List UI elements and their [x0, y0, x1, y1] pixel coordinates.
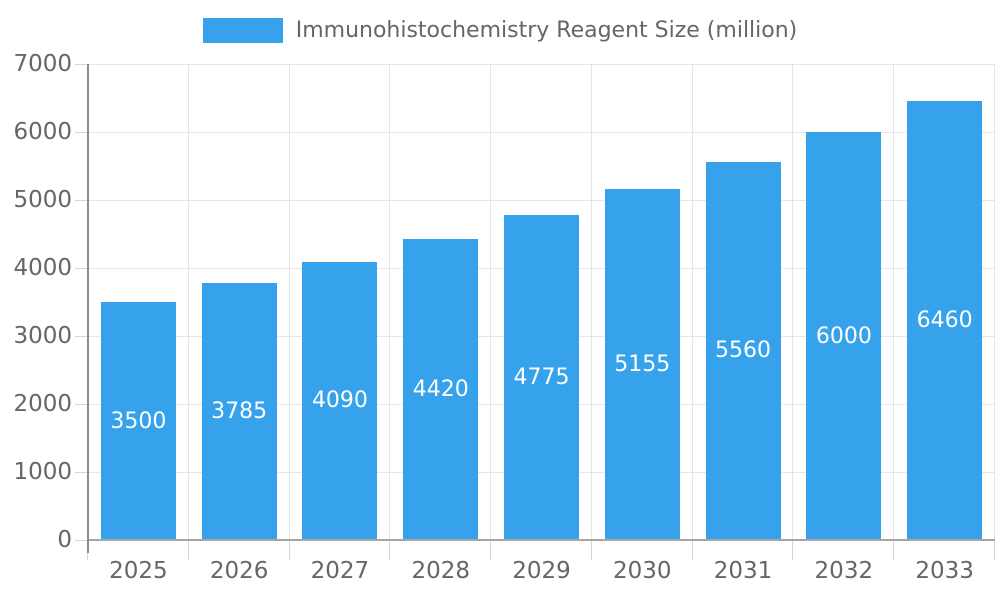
bar-value-label: 5155 [614, 352, 671, 378]
y-axis-tick [75, 540, 88, 541]
v-gridline [691, 64, 693, 540]
y-axis-tick [75, 200, 88, 201]
y-axis-tick [75, 472, 88, 473]
bar-2029[interactable]: 4775 [504, 215, 579, 540]
bar-value-label: 4775 [513, 365, 570, 391]
x-axis-label: 2028 [411, 558, 470, 584]
x-axis-label: 2027 [310, 558, 370, 584]
v-gridline [590, 64, 592, 540]
v-gridline [792, 64, 794, 540]
y-axis-tick [75, 64, 88, 65]
y-axis-label: 4000 [13, 255, 72, 281]
bar-2030[interactable]: 5155 [604, 189, 680, 540]
y-axis-label: 7000 [13, 51, 72, 77]
x-axis-label: 2025 [109, 558, 168, 584]
h-gridline [88, 200, 995, 201]
v-gridline [490, 64, 492, 540]
y-axis-label: 6000 [13, 119, 72, 145]
x-axis-tick [691, 540, 693, 560]
y-axis-label: 5000 [13, 187, 72, 213]
y-axis-line [87, 64, 89, 553]
x-axis-label: 2026 [209, 558, 269, 584]
bar-value-label: 6460 [916, 307, 973, 333]
x-axis-label: 2031 [713, 558, 773, 584]
bar-2031[interactable]: 5560 [705, 161, 781, 540]
x-axis-label: 2032 [814, 558, 874, 584]
bar-value-label: 5560 [715, 338, 772, 364]
x-axis-label: 2030 [612, 558, 672, 584]
y-axis-label: 0 [57, 527, 72, 553]
x-axis-tick [389, 540, 391, 560]
bar-value-label: 6000 [815, 323, 872, 349]
v-gridline [893, 64, 895, 540]
x-axis-tick [187, 540, 189, 560]
x-axis-label: 2033 [915, 558, 974, 584]
bar-2027[interactable]: 4090 [302, 261, 378, 540]
legend-swatch [202, 18, 283, 43]
bar-value-label: 3785 [211, 398, 268, 424]
y-axis-tick [75, 132, 88, 133]
y-axis-tick [75, 336, 88, 337]
bar-2033[interactable]: 6460 [907, 100, 983, 540]
x-axis-line [88, 539, 995, 541]
x-axis-tick [792, 540, 794, 560]
bar-2032[interactable]: 6000 [806, 132, 882, 540]
x-axis-tick [893, 540, 895, 560]
bar-value-label: 4090 [311, 388, 368, 414]
y-axis-tick [75, 268, 88, 269]
bar-2025[interactable]: 3500 [100, 302, 176, 540]
v-gridline [288, 64, 290, 540]
bar-2026[interactable]: 3785 [201, 282, 277, 540]
x-axis-label: 2029 [512, 558, 571, 584]
y-axis-label: 2000 [13, 391, 72, 417]
v-gridline [187, 64, 189, 540]
x-axis-tick [994, 540, 995, 560]
x-axis-tick [490, 540, 492, 560]
h-gridline [88, 64, 995, 65]
y-axis-label: 3000 [13, 323, 72, 349]
plot-area: 3500 3785 4090 4420 4775 5155 5560 6000 6460 [88, 64, 995, 540]
bar-2028[interactable]: 4420 [403, 239, 479, 540]
bar-value-label: 4420 [412, 377, 469, 403]
v-gridline [994, 64, 995, 540]
h-gridline [88, 132, 995, 133]
bar-value-label: 3500 [110, 408, 167, 434]
x-axis-tick [288, 540, 290, 560]
y-axis-label: 1000 [13, 459, 72, 485]
x-axis-tick [590, 540, 592, 560]
v-gridline [389, 64, 391, 540]
y-axis-tick [75, 404, 88, 405]
legend[interactable]: Immunohistochemistry Reagent Size (milli… [0, 18, 1000, 43]
legend-label: Immunohistochemistry Reagent Size (milli… [295, 18, 798, 43]
